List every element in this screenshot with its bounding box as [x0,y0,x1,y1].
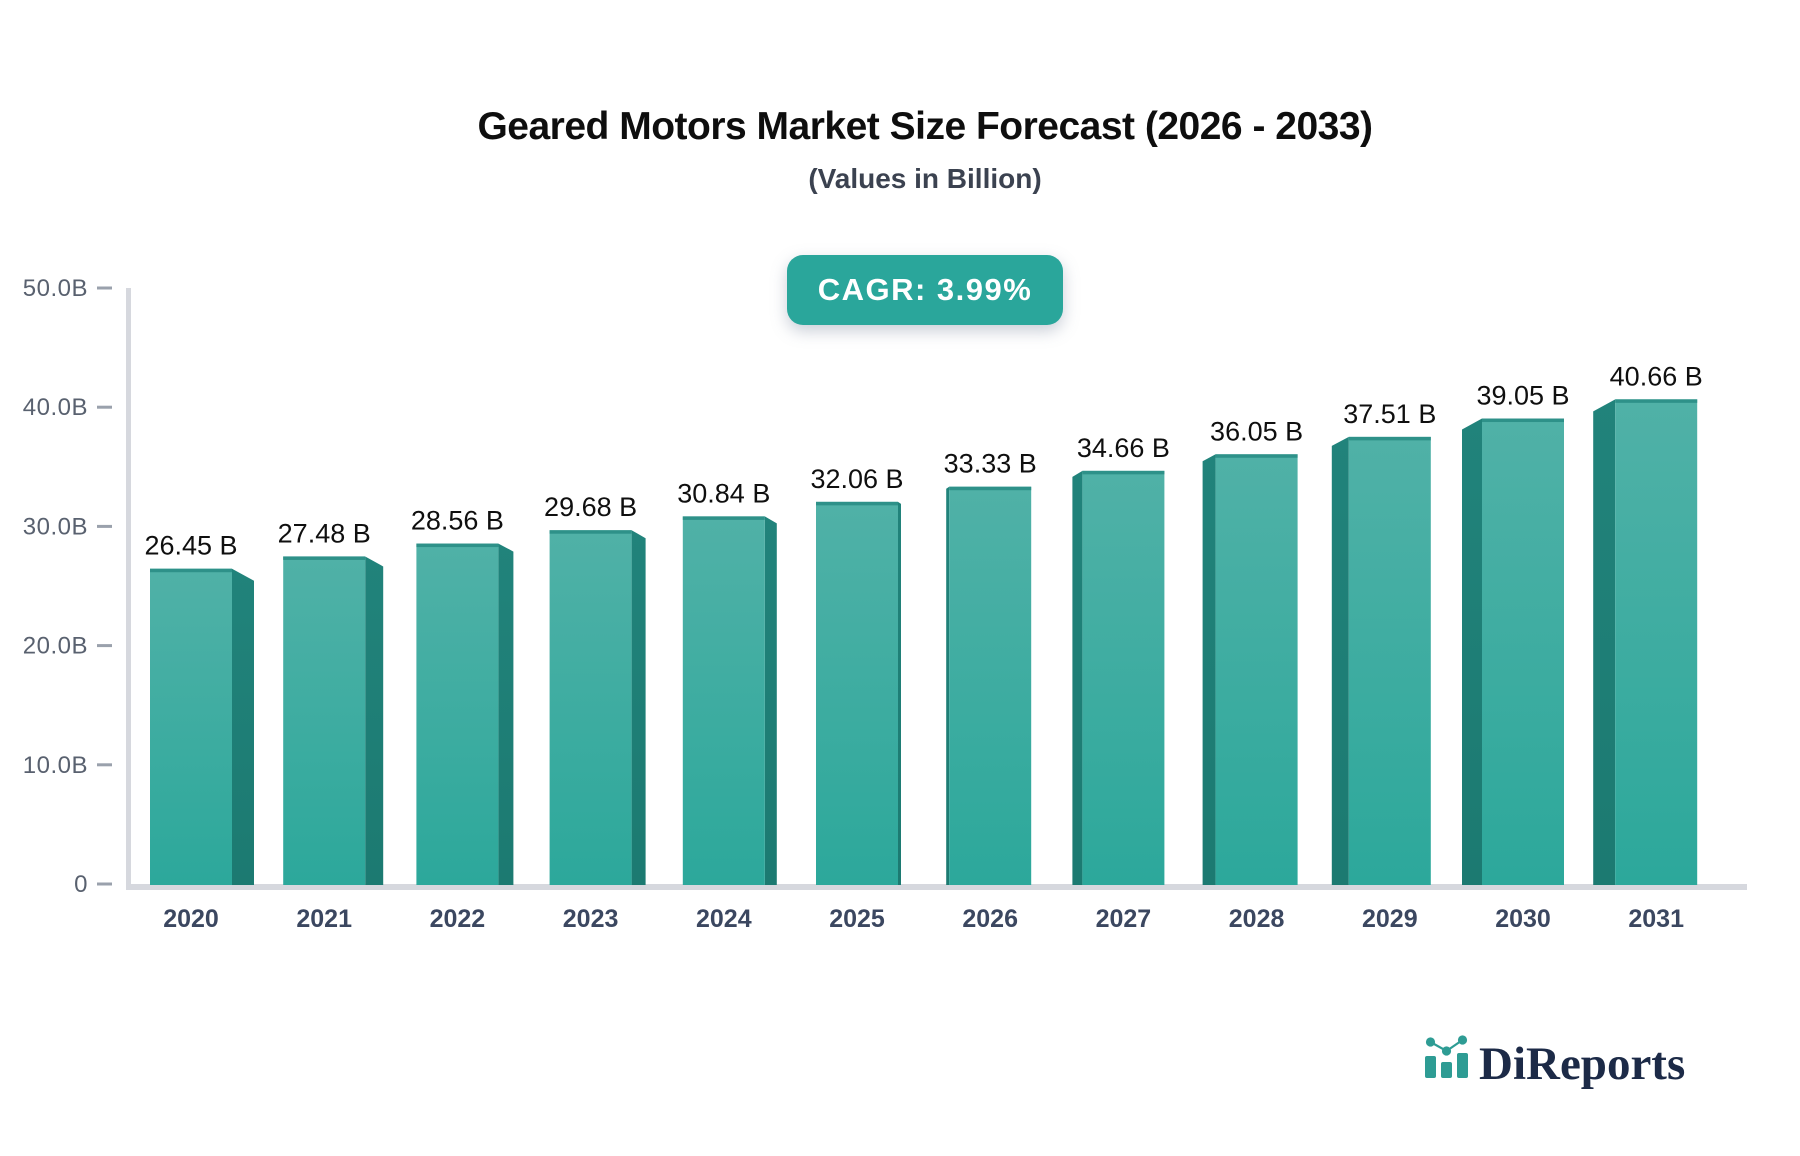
bar-side-face [1462,418,1482,885]
x-axis-label: 2025 [829,905,885,933]
bar-top-edge [150,568,232,573]
bar [1615,399,1698,885]
y-axis-tick [97,882,112,886]
x-axis-label: 2022 [430,905,486,933]
y-axis-label: 0 [74,871,88,898]
bar [949,486,1032,885]
x-axis-label: 2027 [1096,905,1152,933]
bar-value-label: 36.05 B [1210,416,1303,446]
bar [416,543,499,885]
x-axis-label: 2021 [296,905,352,933]
bar-side-face [1202,454,1216,885]
x-axis-label: 2020 [163,905,219,933]
bar-side-face [1593,399,1616,885]
bar-value-label: 34.66 B [1077,433,1170,463]
y-axis-tick [97,763,112,767]
bar-value-label: 39.05 B [1476,381,1569,411]
bar-side-face [1331,436,1349,885]
bar [1348,436,1431,885]
bar-value-label: 37.51 B [1343,399,1436,429]
bar-top-edge [1348,436,1431,441]
x-axis-label: 2026 [962,905,1018,933]
chart-header: Geared Motors Market Size Forecast (2026… [25,0,1800,194]
mini-bar-chart-icon [1425,1035,1468,1078]
bar [1215,454,1298,885]
bar-value-label: 40.66 B [1610,361,1703,391]
y-axis-line [126,288,131,890]
x-axis-label: 2030 [1495,905,1551,933]
bar [1082,470,1165,885]
bar-top-edge [416,543,499,548]
x-axis-label: 2031 [1628,905,1684,933]
bar-value-label: 28.56 B [411,506,504,536]
x-axis-line [126,884,1747,890]
bar-top-edge [816,501,898,506]
y-axis-tick [97,405,112,409]
bar [1482,418,1564,885]
bar-top-edge [682,516,765,520]
y-axis-label: 20.0B [23,633,88,660]
y-axis-tick [97,286,112,290]
bar-value-label: 29.68 B [544,492,637,522]
bar-side-face [232,568,254,885]
bar-side-face [365,556,384,885]
bar-top-edge [1082,470,1165,475]
bar-top-edge [283,556,366,560]
cagr-badge: CAGR: 3.99% [787,255,1063,325]
bar [682,516,765,885]
bar [816,501,898,885]
y-axis-tick [97,644,112,648]
bar-side-face [946,486,950,885]
bar-side-face [631,530,646,885]
brand-logo: DiReports [1424,1032,1685,1088]
bar-side-face [1072,470,1083,885]
bar [283,556,366,885]
bar-side-face [764,516,777,885]
chart-title: Geared Motors Market Size Forecast (2026… [477,105,1373,148]
x-axis-label: 2028 [1229,905,1285,933]
bar-value-label: 26.45 B [144,531,237,561]
x-axis-label: 2029 [1362,905,1418,933]
bar-top-edge [949,486,1032,491]
chart-subtitle: (Values in Billion) [808,162,1042,194]
bar-side-face [898,501,901,885]
x-axis-label: 2024 [696,905,752,933]
y-axis-label: 50.0B [23,275,88,302]
bar-top-edge [549,530,632,534]
y-axis-tick [97,524,112,528]
bar-top-edge [1215,454,1298,458]
y-axis-label: 10.0B [23,752,88,779]
bar-side-face [498,543,514,885]
bar-value-label: 30.84 B [677,478,770,508]
bar-value-label: 32.06 B [810,464,903,494]
bar-top-edge [1482,418,1564,423]
x-axis-label: 2023 [563,905,619,933]
y-axis-label: 40.0B [23,394,88,421]
brand-logo-text: DiReports [1479,1038,1686,1090]
bar [150,568,232,885]
bar-top-edge [1615,399,1698,403]
bar-value-label: 27.48 B [278,518,371,548]
bar-value-label: 33.33 B [944,449,1037,479]
bar [549,530,632,885]
y-axis-label: 30.0B [23,513,88,540]
